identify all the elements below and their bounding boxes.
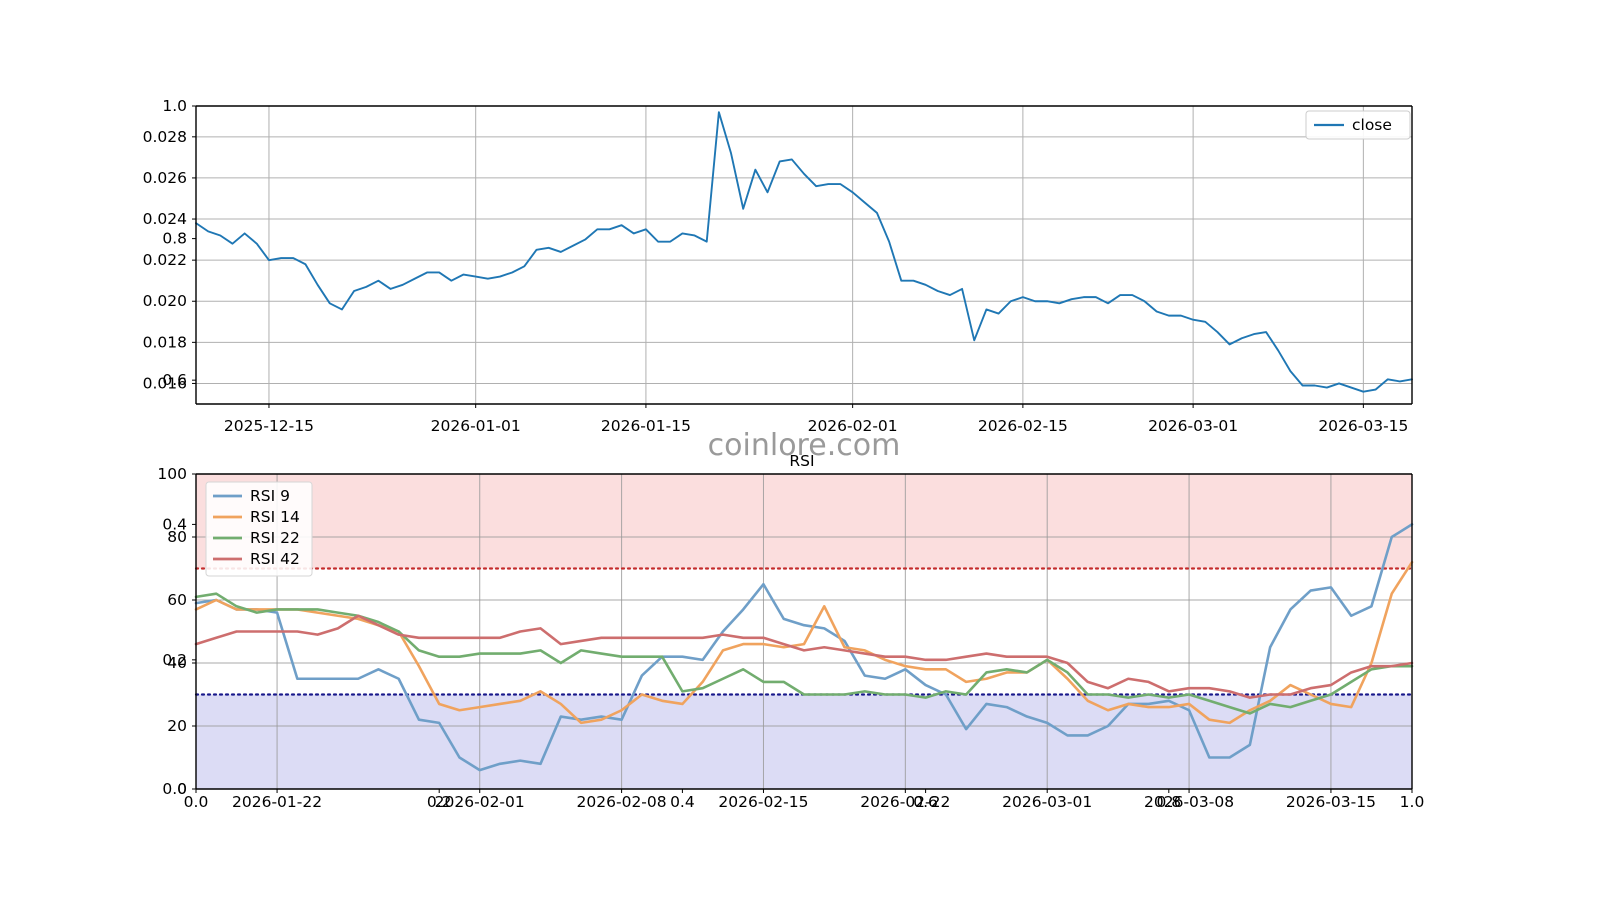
rsi-y-tick-label: 40 bbox=[167, 654, 187, 672]
rsi-x-tick-label: 2026-02-15 bbox=[718, 793, 808, 811]
price-y-ghost-tick-label: 0.6 bbox=[162, 371, 187, 389]
price-y-tick-label: 0.018 bbox=[143, 333, 187, 351]
price-legend: close bbox=[1305, 110, 1411, 140]
price-y-tick-label: 0.020 bbox=[143, 292, 187, 310]
rsi-legend-label-rsi-22: RSI 22 bbox=[250, 529, 300, 547]
price-y-ghost-tick-label: 0.8 bbox=[162, 230, 187, 248]
price-x-tick-label: 2026-01-01 bbox=[431, 417, 521, 435]
rsi-x-ghost-tick-label: 0.4 bbox=[670, 793, 695, 811]
price-line-close bbox=[195, 111, 1413, 393]
rsi-y-tick-label: 60 bbox=[167, 591, 187, 609]
price-x-tick-label: 2025-12-15 bbox=[224, 417, 314, 435]
rsi-line-rsi-42 bbox=[194, 614, 1414, 699]
rsi-oversold-band bbox=[196, 694, 1412, 789]
price-y-tick-label: 0.028 bbox=[143, 128, 187, 146]
rsi-legend-label-rsi-42: RSI 42 bbox=[250, 550, 300, 568]
rsi-panel: 0 20 40 60 80 100 0.0 0.2 0.4 2026-01-22 2026-02-0… bbox=[157, 465, 1424, 811]
price-panel: 0.016 0.018 0.020 0.022 0.024 0.026 0.028 0.6 0.… bbox=[143, 97, 1413, 435]
price-y-ghost-tick-label: 1.0 bbox=[162, 97, 187, 115]
rsi-y-tick-label: 100 bbox=[157, 465, 187, 483]
rsi-x-ghost-tick-label: 0.0 bbox=[184, 793, 209, 811]
price-y-tick-label: 0.016 bbox=[143, 374, 187, 392]
price-x-tick-label: 2026-01-15 bbox=[601, 417, 691, 435]
price-legend-box bbox=[1305, 110, 1411, 140]
rsi-x-ghost-tick-label: 1.0 bbox=[1400, 793, 1425, 811]
rsi-x-ghost-tick-label: 0.2 bbox=[427, 793, 452, 811]
rsi-y-ghost-tick-label: 0.0 bbox=[162, 780, 187, 798]
rsi-line-rsi-9 bbox=[194, 523, 1414, 772]
rsi-x-ghost-tick-label: 0.8 bbox=[1156, 793, 1181, 811]
price-x-tick-label: 2026-02-01 bbox=[808, 417, 898, 435]
rsi-legend-label-rsi-14: RSI 14 bbox=[250, 508, 300, 526]
price-y-tick-label: 0.024 bbox=[143, 210, 187, 228]
rsi-x-tick-label: 2026-03-01 bbox=[1002, 793, 1092, 811]
rsi-x-tick-label: 2026-01-22 bbox=[232, 793, 322, 811]
rsi-title: RSI bbox=[789, 452, 814, 470]
rsi-y-ghost-tick-label: 0.2 bbox=[162, 651, 187, 669]
rsi-x-tick-label: 2026-02-22 bbox=[860, 793, 950, 811]
rsi-y-tick-label: 20 bbox=[167, 717, 187, 735]
price-x-tick-label: 2026-03-15 bbox=[1318, 417, 1408, 435]
rsi-y-tick-label: 80 bbox=[167, 528, 187, 546]
rsi-x-ghost-tick-label: 0.6 bbox=[913, 793, 938, 811]
rsi-x-tick-label: 2026-02-01 bbox=[435, 793, 525, 811]
rsi-x-tick-label: 2026-03-08 bbox=[1144, 793, 1234, 811]
rsi-legend-box bbox=[205, 481, 313, 577]
watermark-coinlore: coinlore.com bbox=[708, 428, 901, 463]
price-x-tick-label: 2026-03-01 bbox=[1148, 417, 1238, 435]
rsi-x-tick-label: 2026-03-15 bbox=[1286, 793, 1376, 811]
rsi-legend-label-rsi-9: RSI 9 bbox=[250, 487, 290, 505]
rsi-y-ghost-tick-label: 0.4 bbox=[162, 515, 187, 533]
rsi-overbought-band bbox=[196, 474, 1412, 569]
rsi-line-rsi-22 bbox=[194, 592, 1414, 715]
price-y-tick-label: 0.026 bbox=[143, 169, 187, 187]
price-y-tick-label: 0.022 bbox=[143, 251, 187, 269]
price-legend-label-close: close bbox=[1352, 116, 1392, 134]
price-plot-background bbox=[196, 106, 1412, 404]
rsi-y-tick-label: 0 bbox=[177, 780, 187, 798]
rsi-x-tick-label: 2026-02-08 bbox=[577, 793, 667, 811]
price-x-tick-label: 2026-02-15 bbox=[978, 417, 1068, 435]
rsi-legend: RSI 9 RSI 14 RSI 22 RSI 42 bbox=[205, 481, 313, 577]
